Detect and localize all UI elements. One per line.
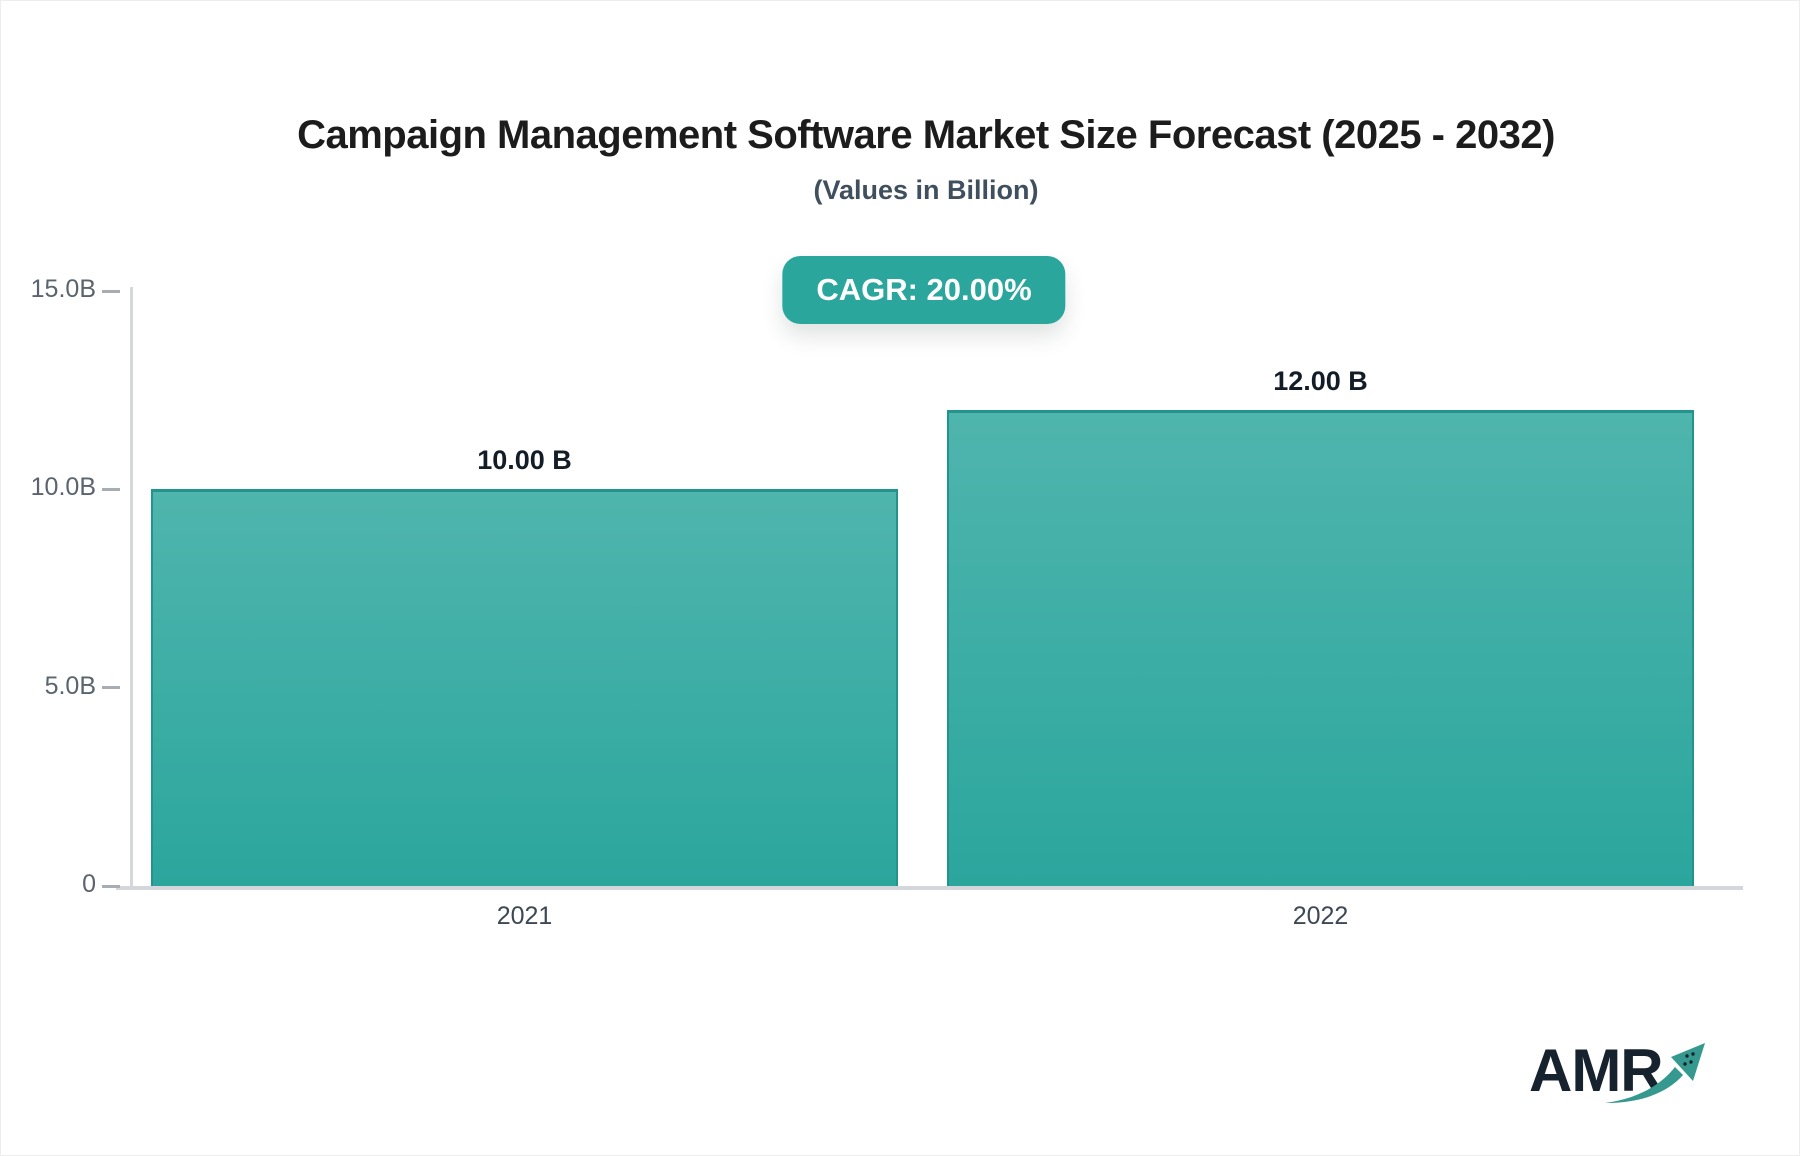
y-axis-label: 10.0B bbox=[30, 473, 96, 502]
x-axis-label: 2021 bbox=[496, 902, 553, 930]
amr-logo: AMR bbox=[1529, 1041, 1719, 1117]
y-axis-tick bbox=[102, 686, 120, 690]
amr-logo-text: AMR bbox=[1529, 1037, 1664, 1104]
y-axis-label: 5.0B bbox=[44, 671, 96, 700]
y-axis-tick bbox=[102, 884, 120, 888]
bar-2022 bbox=[947, 410, 1694, 886]
bar-value-label: 12.00 B bbox=[1273, 366, 1368, 396]
y-axis-tick bbox=[102, 487, 120, 491]
y-axis-line bbox=[130, 287, 133, 889]
bar-2021 bbox=[151, 489, 898, 886]
y-axis-label: 0 bbox=[82, 870, 96, 898]
growth-arrow-icon bbox=[1605, 1043, 1705, 1103]
y-axis-tick bbox=[102, 289, 120, 293]
cagr-badge: CAGR: 20.00% bbox=[782, 256, 1066, 324]
y-axis-label: 15.0B bbox=[30, 275, 96, 303]
x-axis-label: 2022 bbox=[1292, 902, 1349, 930]
x-axis-baseline bbox=[116, 886, 1743, 890]
chart-title: Campaign Management Software Market Size… bbox=[297, 113, 1555, 157]
bar-value-label: 10.00 B bbox=[477, 445, 572, 476]
chart-subtitle: (Values in Billion) bbox=[813, 175, 1039, 205]
